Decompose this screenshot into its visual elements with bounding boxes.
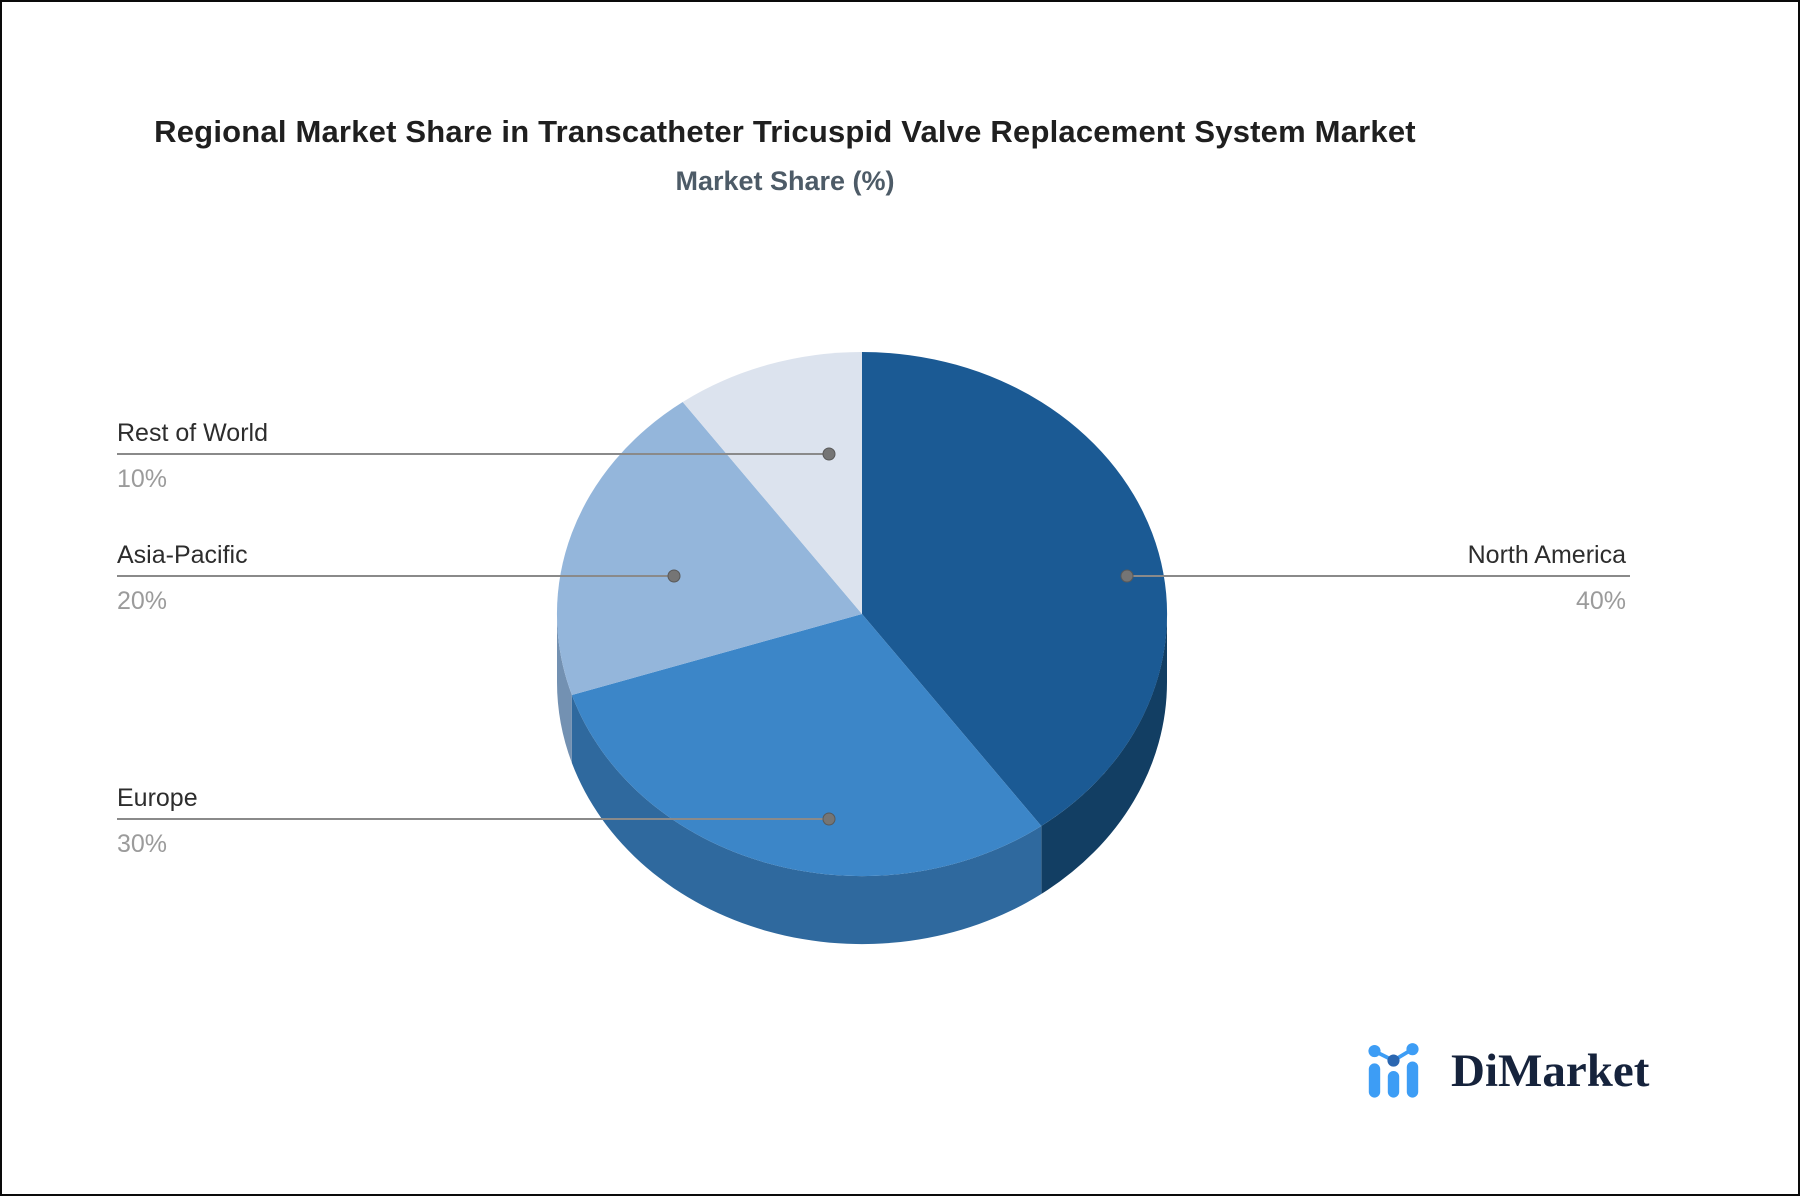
brand-wordmark: DiMarket [1451, 1045, 1650, 1097]
pie-slice-north-america[interactable] [862, 352, 1168, 826]
pie-slice-side-asia-pacific [556, 614, 572, 763]
connector-dot-north-america [1120, 569, 1134, 583]
connector-dot-asia-pacific [667, 569, 681, 583]
pie-slice-rest-of-world[interactable] [682, 352, 862, 614]
pie-slice-side-europe [571, 695, 1042, 945]
mini-bar-chart-icon [1368, 1043, 1419, 1098]
connector-dot-europe [822, 812, 836, 826]
brand-logo: DiMarket [1365, 1042, 1649, 1100]
pie-slice-asia-pacific[interactable] [556, 402, 862, 695]
connector-dot-rest-of-world [822, 447, 836, 461]
pie-slice-side-north-america [1041, 614, 1167, 894]
pie-slice-europe[interactable] [571, 614, 1042, 877]
